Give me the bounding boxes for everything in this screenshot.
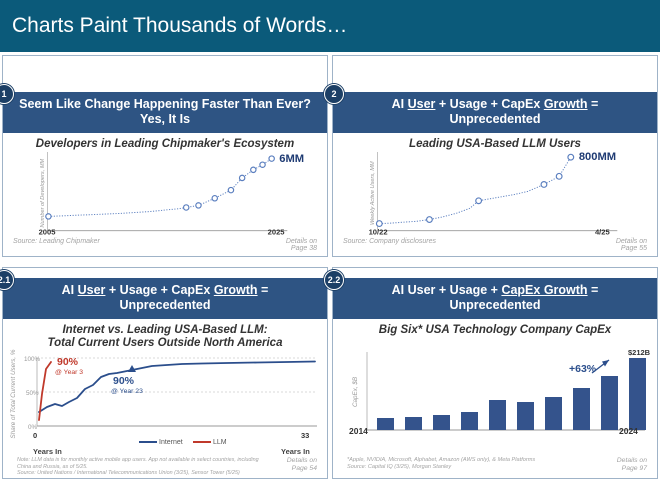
svg-text:2005: 2005 xyxy=(39,227,57,236)
svg-text:2024: 2024 xyxy=(619,426,638,436)
svg-text:0%: 0% xyxy=(28,424,38,431)
svg-text:@ Year 23: @ Year 23 xyxy=(111,388,143,395)
svg-text:4/25: 4/25 xyxy=(595,227,611,236)
svg-text:90%: 90% xyxy=(57,356,79,368)
svg-text:LLM: LLM xyxy=(213,439,227,446)
svg-text:2014: 2014 xyxy=(349,426,368,436)
svg-text:33: 33 xyxy=(301,431,309,440)
svg-text:Internet: Internet xyxy=(159,439,183,446)
svg-text:90%: 90% xyxy=(113,375,135,387)
svg-text:10/22: 10/22 xyxy=(369,227,388,236)
svg-text:50%: 50% xyxy=(26,390,39,397)
svg-text:Number of Developers, MM: Number of Developers, MM xyxy=(40,158,46,227)
svg-text:@ Year 3: @ Year 3 xyxy=(55,369,83,376)
svg-text:100%: 100% xyxy=(24,356,41,363)
svg-text:0: 0 xyxy=(33,431,37,440)
svg-text:6MM: 6MM xyxy=(279,153,304,165)
svg-text:Weekly Active Users, MM: Weekly Active Users, MM xyxy=(370,161,376,225)
svg-text:2025: 2025 xyxy=(268,227,286,236)
svg-text:800MM: 800MM xyxy=(579,151,616,163)
svg-text:Share of Total Current Users,: Share of Total Current Users, % xyxy=(10,349,17,438)
svg-text:$212B: $212B xyxy=(628,350,651,357)
svg-text:CapEx, $B: CapEx, $B xyxy=(352,377,359,407)
